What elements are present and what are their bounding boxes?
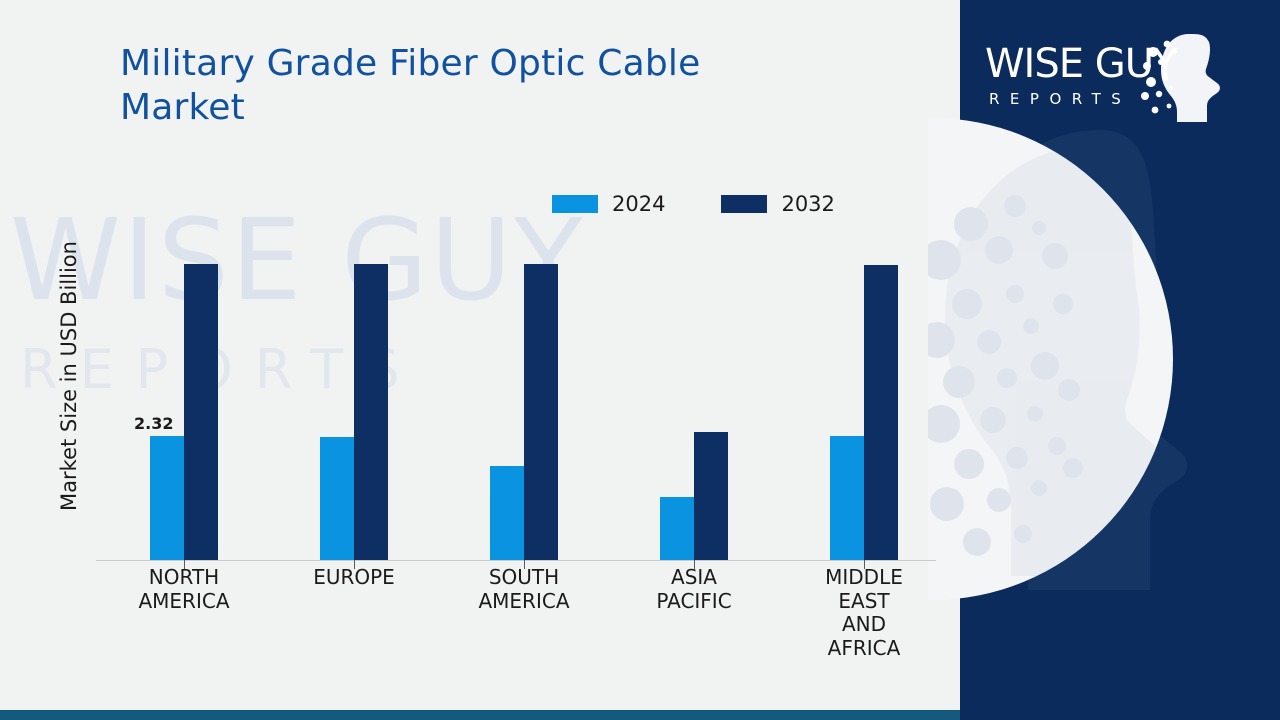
dotted-head-silhouette-icon bbox=[1141, 34, 1220, 122]
logo-name-bottom: REPORTS bbox=[989, 90, 1132, 108]
bar-2024[interactable] bbox=[660, 497, 694, 561]
legend-label-2032: 2032 bbox=[781, 192, 835, 216]
bar-group bbox=[320, 264, 388, 561]
x-axis-tick bbox=[354, 560, 355, 569]
x-axis-label: SOUTH AMERICA bbox=[478, 565, 570, 613]
x-axis-label: NORTH AMERICA bbox=[138, 565, 230, 613]
bar-2024[interactable] bbox=[150, 436, 184, 561]
bar-value-label: 2.32 bbox=[134, 414, 174, 433]
y-axis-title-text: Market Size in USD Billion bbox=[57, 241, 82, 511]
x-axis-tick bbox=[864, 560, 865, 569]
page-title: Military Grade Fiber Optic Cable Market bbox=[120, 43, 701, 128]
x-axis-tick bbox=[184, 560, 185, 569]
bar-group bbox=[150, 264, 218, 561]
x-axis-line bbox=[96, 560, 936, 561]
chart-legend: 2024 2032 bbox=[552, 192, 835, 216]
x-axis-label: MIDDLE EAST AND AFRICA bbox=[825, 565, 903, 660]
bar-2032[interactable] bbox=[354, 264, 388, 561]
bar-2032[interactable] bbox=[694, 432, 728, 561]
bar-chart: Market Size in USD Billion 2024 2032 2.3… bbox=[52, 192, 936, 676]
legend-item-2024[interactable]: 2024 bbox=[552, 192, 665, 216]
x-axis-label: EUROPE bbox=[313, 565, 395, 589]
dotted-brain-head-icon bbox=[928, 146, 1163, 576]
bar-2032[interactable] bbox=[524, 264, 558, 561]
x-axis-label: ASIA PACIFIC bbox=[656, 565, 732, 613]
bar-group bbox=[830, 265, 898, 561]
bar-group bbox=[490, 264, 558, 561]
legend-swatch-2024 bbox=[552, 195, 598, 213]
bar-2024[interactable] bbox=[320, 437, 354, 561]
legend-label-2024: 2024 bbox=[612, 192, 666, 216]
x-axis-tick bbox=[524, 560, 525, 569]
bar-2024[interactable] bbox=[830, 436, 864, 561]
decorative-circle bbox=[928, 118, 1173, 600]
plot-area: 2.32 bbox=[96, 240, 936, 561]
bar-2032[interactable] bbox=[184, 264, 218, 561]
x-axis-labels: NORTH AMERICA EUROPE SOUTH AMERICA ASIA PAC… bbox=[96, 565, 936, 676]
y-axis-title: Market Size in USD Billion bbox=[52, 196, 86, 556]
x-axis-tick bbox=[694, 560, 695, 569]
bar-2024[interactable] bbox=[490, 466, 524, 561]
legend-item-2032[interactable]: 2032 bbox=[721, 192, 835, 216]
bar-2032[interactable] bbox=[864, 265, 898, 561]
legend-swatch-2032 bbox=[721, 195, 768, 213]
bar-group bbox=[660, 432, 728, 561]
brand-logo: WISE GUY REPORTS bbox=[985, 34, 1220, 122]
bottom-accent-bar bbox=[0, 710, 960, 720]
